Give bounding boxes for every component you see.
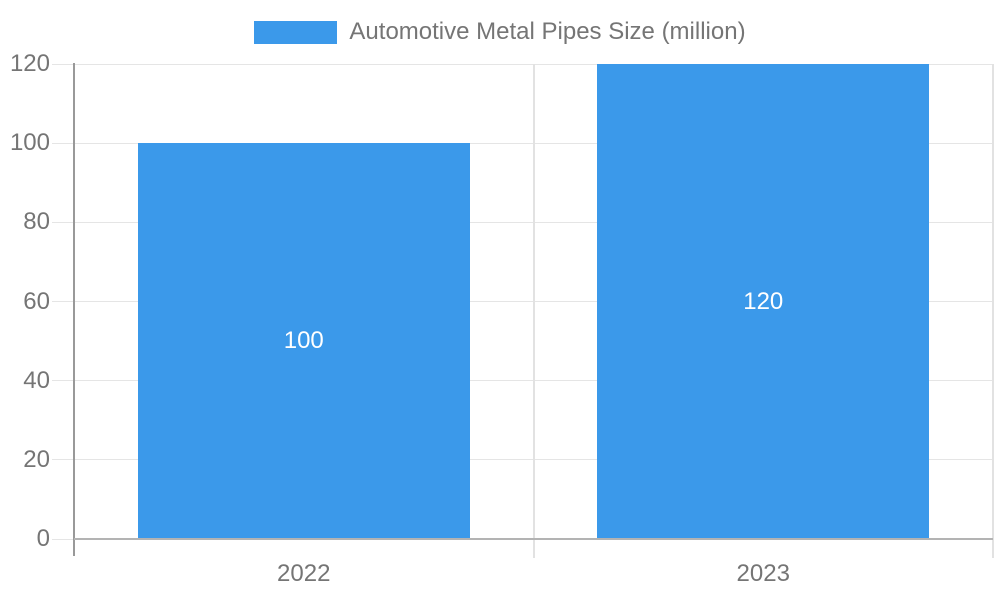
x-axis-category-label: 2023 [736,560,790,587]
y-axis-tick-label: 40 [23,366,50,394]
bar-2022[interactable] [137,143,470,539]
y-axis-tick-label: 60 [23,287,50,315]
y-axis-tick-label: 20 [23,445,50,473]
y-axis-tick-label: 120 [9,50,50,77]
legend-label: Automotive Metal Pipes Size (million) [349,18,746,45]
bar-value-label: 120 [743,287,784,315]
x-axis-line [74,538,993,540]
gridline [52,142,993,144]
y-axis-tick-label: 100 [9,129,50,157]
category-boundary-gridline [992,64,994,558]
x-axis-category-label: 2022 [277,560,331,587]
legend-item[interactable]: Automotive Metal Pipes Size (million) [0,20,1000,44]
y-axis-line [73,63,75,556]
legend-swatch-icon [254,20,338,44]
bar-2023[interactable] [597,64,930,539]
gridline [52,301,993,302]
gridline [52,63,993,65]
y-axis-tick-label: 80 [23,208,50,236]
gridline [52,380,993,382]
bar-value-label: 100 [283,327,324,355]
gridline [52,221,993,223]
gridline [52,459,993,461]
category-boundary-gridline [532,64,535,558]
y-axis-tick-label: 0 [36,525,50,552]
